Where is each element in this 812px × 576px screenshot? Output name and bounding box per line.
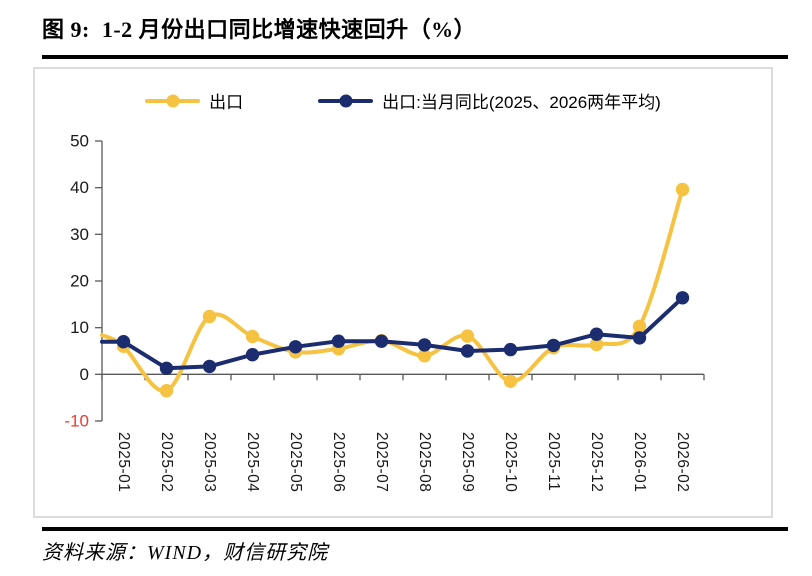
svg-text:2025-11: 2025-11 bbox=[545, 432, 562, 491]
svg-text:2026-01: 2026-01 bbox=[631, 432, 648, 492]
chart-legend: 出口 出口:当月同比(2025、2026两年平均) bbox=[35, 88, 771, 113]
svg-text:2025-05: 2025-05 bbox=[287, 432, 304, 492]
svg-text:2025-02: 2025-02 bbox=[158, 432, 175, 492]
svg-text:2025-09: 2025-09 bbox=[459, 432, 476, 492]
svg-text:-10: -10 bbox=[64, 412, 89, 431]
svg-text:2025-01: 2025-01 bbox=[115, 432, 132, 492]
legend-line-swatch-export bbox=[145, 94, 201, 107]
svg-text:2025-08: 2025-08 bbox=[416, 432, 433, 492]
legend-label-export: 出口 bbox=[209, 93, 244, 112]
svg-text:0: 0 bbox=[80, 365, 89, 384]
y-axis-labels: 50 40 30 20 10 0 -10 bbox=[64, 132, 89, 431]
svg-text:20: 20 bbox=[70, 272, 89, 291]
svg-text:2026-02: 2026-02 bbox=[674, 432, 691, 492]
svg-text:2025-10: 2025-10 bbox=[502, 432, 519, 492]
series-export bbox=[100, 182, 690, 398]
source-note: 资料来源：WIND，财信研究院 bbox=[42, 542, 329, 564]
legend-item-export: 出口 bbox=[145, 88, 243, 113]
figure-title: 图 9: 1-2 月份出口同比增速快速回升（%） bbox=[42, 17, 477, 42]
svg-text:2025-12: 2025-12 bbox=[588, 432, 605, 492]
legend-item-two-year-avg: 出口:当月同比(2025、2026两年平均) bbox=[318, 88, 661, 113]
svg-text:2025-03: 2025-03 bbox=[201, 432, 218, 492]
legend-label-two-year-avg: 出口:当月同比(2025、2026两年平均) bbox=[382, 93, 661, 112]
footer-divider bbox=[42, 527, 788, 531]
svg-text:40: 40 bbox=[70, 178, 89, 197]
svg-text:2025-06: 2025-06 bbox=[330, 432, 347, 492]
chart-container: 出口 出口:当月同比(2025、2026两年平均) 50 40 30 20 10 0 -10… bbox=[33, 67, 773, 518]
x-axis-labels: 2025-01 2025-02 2025-03 2025-04 2025-05 2025-… bbox=[115, 432, 691, 492]
svg-text:2025-07: 2025-07 bbox=[373, 432, 390, 492]
svg-text:30: 30 bbox=[70, 225, 89, 244]
series-two-year-avg bbox=[100, 291, 690, 375]
svg-text:10: 10 bbox=[70, 318, 89, 337]
svg-text:2025-04: 2025-04 bbox=[244, 432, 261, 492]
title-divider bbox=[42, 55, 788, 59]
legend-marker-dot-icon bbox=[166, 94, 180, 107]
svg-text:50: 50 bbox=[70, 132, 89, 151]
chart-plot: 50 40 30 20 10 0 -10 2025-01 2025-02 2025-03 2025-… bbox=[35, 69, 771, 516]
legend-line-swatch-two-year-avg bbox=[318, 94, 374, 107]
legend-marker-dot-icon bbox=[339, 94, 353, 107]
axes bbox=[95, 140, 705, 422]
